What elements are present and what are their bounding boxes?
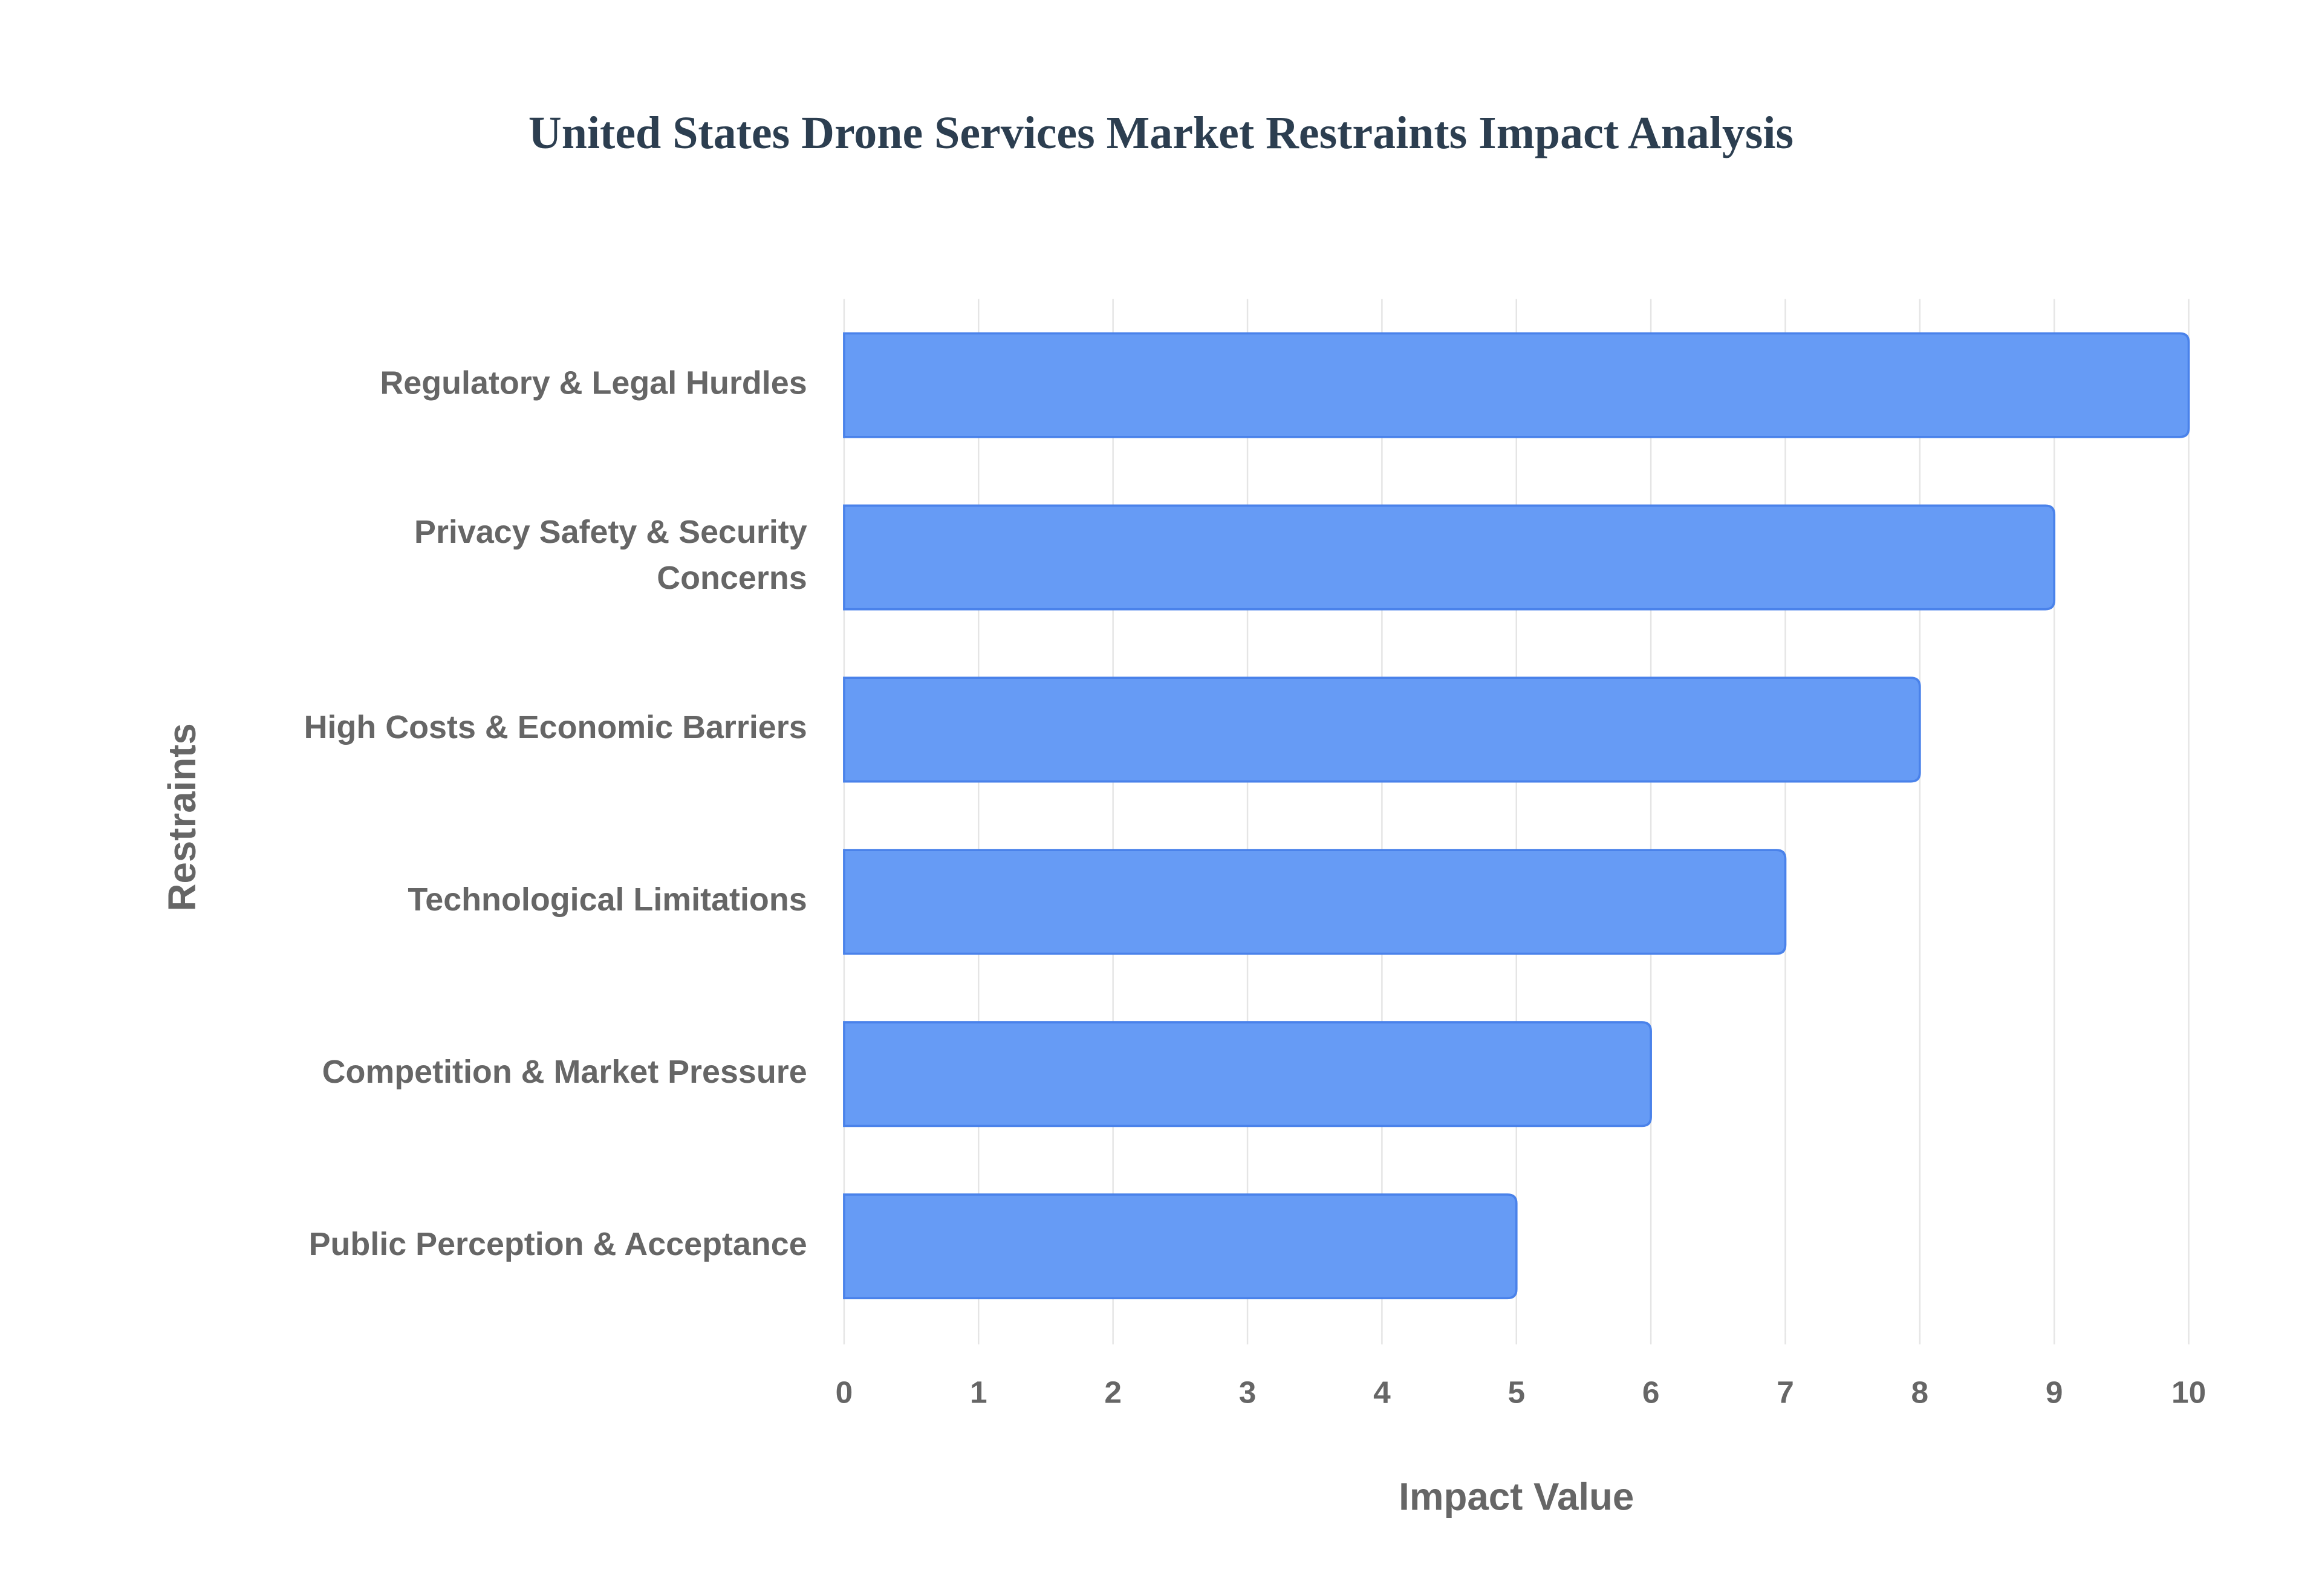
y-tick-label: Public Perception & Acceptance [309,1226,807,1262]
y-axis-title: Restraints [161,723,204,911]
bar [843,1021,1652,1127]
x-tick-label: 2 [1104,1375,1122,1410]
bar [843,332,2190,438]
y-tick-label: High Costs & Economic Barriers [304,709,807,745]
bar [843,1193,1518,1300]
x-tick-label: 7 [1777,1375,1794,1410]
x-tick-label: 5 [1507,1375,1525,1410]
x-axis-title: Impact Value [1399,1476,1634,1519]
x-tick-label: 8 [1911,1375,1929,1410]
x-tick-label: 9 [2046,1375,2063,1410]
y-tick-label: Competition & Market Pressure [322,1054,807,1090]
x-tick-label: 1 [970,1375,987,1410]
bar [843,504,2056,611]
y-tick-label: Technological Limitations [408,881,807,918]
x-tick-label: 10 [2171,1375,2206,1410]
chart-title: United States Drone Services Market Rest… [528,108,1794,158]
x-tick-label: 6 [1642,1375,1660,1410]
y-tick-label: Regulatory & Legal Hurdles [380,365,807,401]
bar [843,676,1921,783]
x-tick-label: 3 [1239,1375,1257,1410]
bar [843,849,1787,955]
y-tick-label: Privacy Safety & Security Concerns [414,514,807,596]
x-tick-label: 0 [836,1375,853,1410]
x-tick-label: 4 [1373,1375,1391,1410]
